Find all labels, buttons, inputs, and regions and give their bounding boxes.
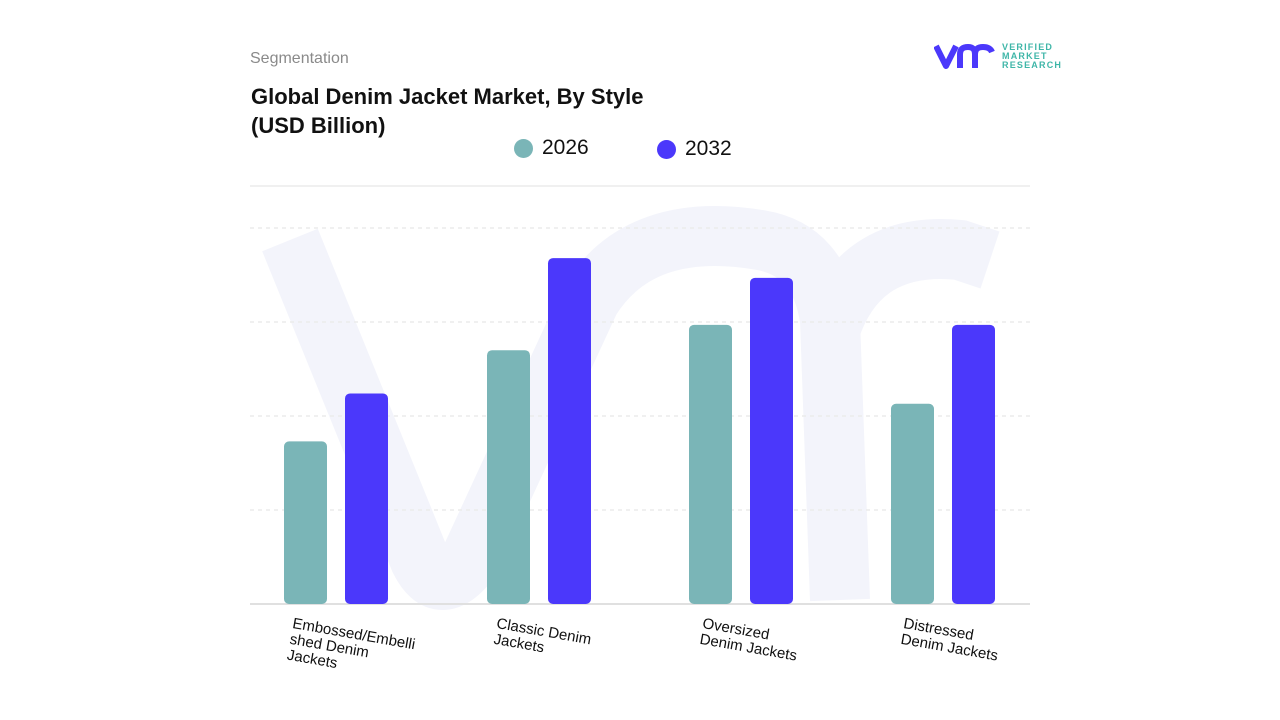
vmr-logo: VERIFIED MARKET RESEARCH [934,42,1062,70]
bar-2032-2 [750,277,793,604]
legend-dot-icon [657,139,676,159]
legend-label: 2026 [542,136,589,159]
bar-2032-3 [952,324,995,604]
title-line-2: (USD Billion) [251,113,386,138]
logo-text: RESEARCH [1002,59,1063,70]
chart-title: Global Denim Jacket Market, By Style (US… [251,82,644,140]
bar-2026-0 [284,441,327,604]
bar-2032-0 [345,393,388,604]
legend-label: 2032 [685,137,732,160]
bar-2032-1 [548,258,591,604]
logo-text: MARKET [1002,50,1048,61]
bar-2026-2 [689,324,732,604]
legend-item-2032: 2032 [657,137,732,161]
legend-item-2026: 2026 [514,136,589,160]
bar-2026-1 [487,350,530,604]
legend-dot-icon [514,138,533,158]
logo-text: VERIFIED [1002,41,1054,52]
bar-2026-3 [891,403,934,604]
watermark [262,206,1000,610]
title-line-1: Global Denim Jacket Market, By Style [251,84,644,109]
vmr-logo-icon [934,43,995,69]
segment-label: Segmentation [250,50,349,67]
